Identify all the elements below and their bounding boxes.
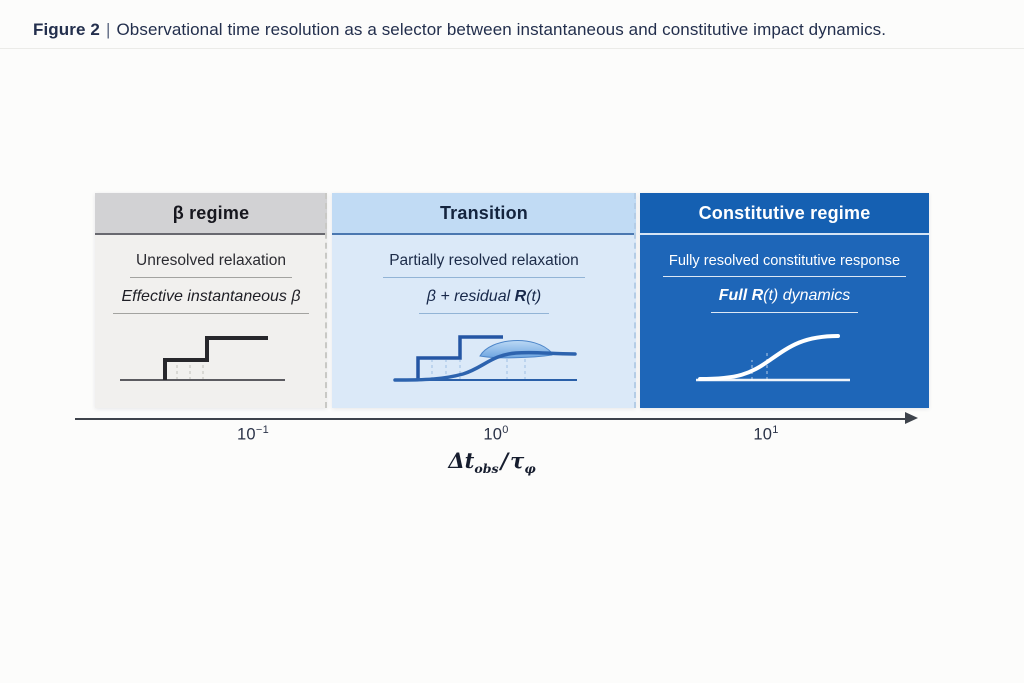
axis-label: Δtobs/τφ bbox=[448, 448, 536, 477]
axis-tick-0.1: 10−1 bbox=[236, 424, 270, 444]
axis-arrowhead-icon bbox=[905, 412, 918, 424]
panel-constitutive-subtitle-1: Fully resolved constitutive response bbox=[662, 253, 907, 277]
panel-beta-regime: β regime Unresolved relaxation Effective… bbox=[95, 193, 327, 408]
panel-beta-body: Unresolved relaxation Effective instanta… bbox=[95, 235, 327, 410]
panel-constitutive-subtitle-2: Full R(t) dynamics bbox=[710, 287, 859, 313]
panel-constitutive-header: Constitutive regime bbox=[640, 193, 929, 235]
panel-transition-subtitle-1: Partially resolved relaxation bbox=[383, 252, 585, 278]
axis-tick-10: 101 bbox=[753, 424, 779, 444]
panel-transition-header: Transition bbox=[332, 193, 636, 235]
axis-tick-1: 100 bbox=[483, 424, 509, 444]
panel-beta-subtitle-1: Unresolved relaxation bbox=[130, 252, 292, 278]
title-separator: | bbox=[105, 20, 111, 39]
figure-caption: Observational time resolution as a selec… bbox=[116, 20, 887, 39]
figure-label: Figure 2 bbox=[33, 20, 100, 39]
step-plus-sigmoid-graphic bbox=[393, 335, 577, 382]
panel-constitutive-body: Fully resolved constitutive response Ful… bbox=[640, 235, 929, 410]
panel-transition-body: Partially resolved relaxation β + residu… bbox=[332, 235, 636, 410]
sigmoid-graphic bbox=[696, 334, 850, 382]
step-function-graphic bbox=[120, 336, 285, 381]
panel-transition-subtitle-2: β + residual R(t) bbox=[418, 288, 550, 314]
time-resolution-axis bbox=[75, 418, 907, 420]
panel-beta-header: β regime bbox=[95, 193, 327, 235]
figure-title: Figure 2 | Observational time resolution a… bbox=[33, 20, 993, 40]
panel-constitutive-regime: Constitutive regime Fully resolved const… bbox=[640, 193, 929, 408]
panel-transition: Transition Partially resolved relaxation… bbox=[332, 193, 636, 408]
title-divider bbox=[0, 48, 1024, 49]
panel-beta-subtitle-2: Effective instantaneous β bbox=[113, 288, 309, 314]
panel-transition-dashed-border bbox=[634, 193, 636, 408]
panel-beta-dashed-border bbox=[325, 193, 327, 408]
